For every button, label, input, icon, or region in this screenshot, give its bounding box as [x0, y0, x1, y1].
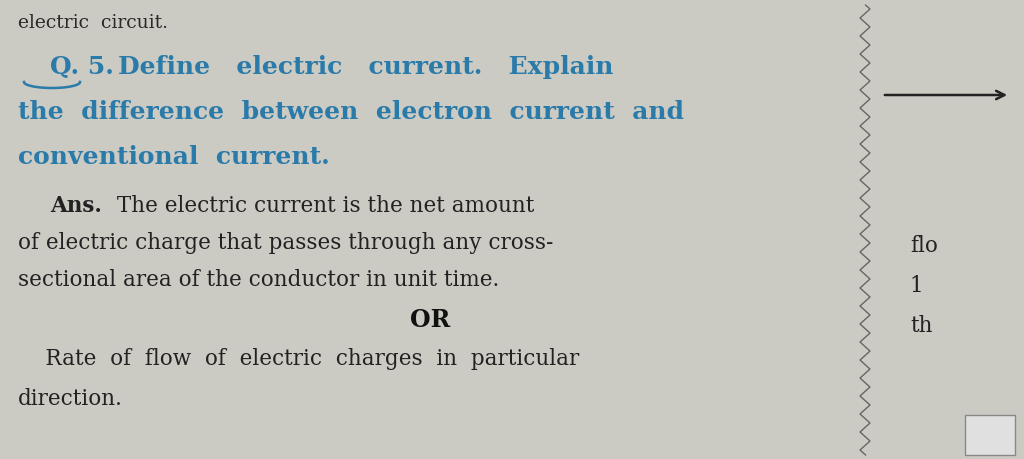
Text: Define   electric   current.   Explain: Define electric current. Explain [118, 55, 613, 79]
Text: sectional area of the conductor in unit time.: sectional area of the conductor in unit … [18, 269, 500, 291]
Text: Ans.: Ans. [50, 195, 101, 217]
Text: Rate  of  flow  of  electric  charges  in  particular: Rate of flow of electric charges in part… [18, 348, 580, 370]
Text: th: th [910, 315, 933, 337]
Text: The electric current is the net amount: The electric current is the net amount [110, 195, 535, 217]
Text: electric  circuit.: electric circuit. [18, 14, 168, 32]
Bar [965, 415, 1015, 455]
Text: of electric charge that passes through any cross-: of electric charge that passes through a… [18, 232, 553, 254]
Text: Q. 5.: Q. 5. [50, 55, 114, 79]
Text: the  difference  between  electron  current  and: the difference between electron current … [18, 100, 684, 124]
Text: conventional  current.: conventional current. [18, 145, 330, 169]
Text: direction.: direction. [18, 388, 123, 410]
Text: flo: flo [910, 235, 938, 257]
Text: OR: OR [410, 308, 451, 332]
Text: 1: 1 [910, 275, 931, 297]
